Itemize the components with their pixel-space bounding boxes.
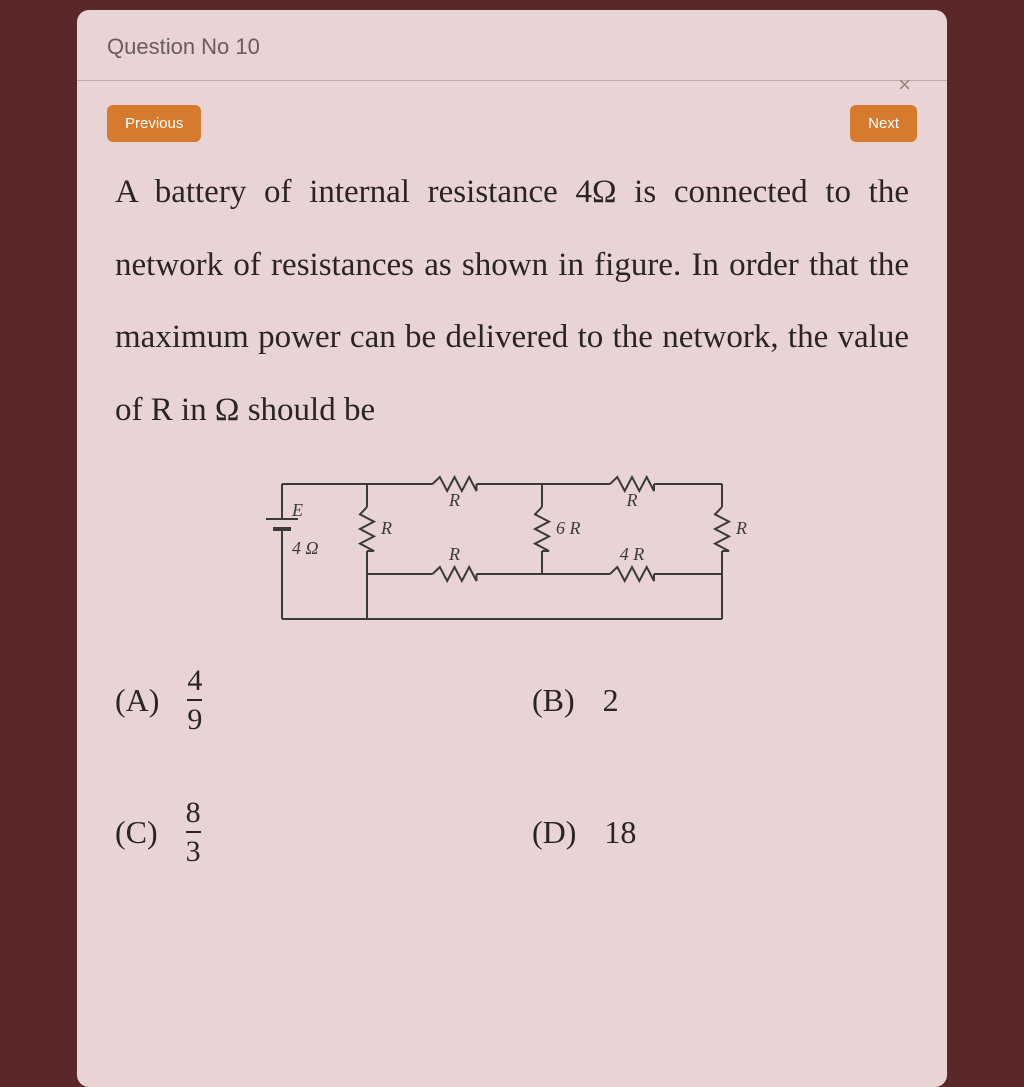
svg-text:R: R (380, 518, 392, 538)
question-number: Question No 10 (107, 34, 917, 60)
option-value: 2 (603, 682, 619, 719)
option-d[interactable]: (D) 18 (532, 796, 909, 868)
answer-options: (A) 4 9 (B) 2 (C) 8 3 (D) (115, 664, 909, 868)
question-content: A battery of internal resistance 4Ω is c… (77, 156, 947, 888)
card-header: Question No 10 × (77, 10, 947, 81)
option-label: (D) (532, 814, 576, 851)
option-a[interactable]: (A) 4 9 (115, 664, 492, 736)
close-icon[interactable]: × (898, 72, 911, 98)
svg-text:R: R (448, 490, 460, 510)
svg-text:R: R (735, 518, 747, 538)
svg-text:4 R: 4 R (620, 544, 645, 564)
nav-bar: Previous Next (77, 81, 947, 156)
svg-text:R: R (626, 490, 638, 510)
svg-text:6 R: 6 R (556, 518, 581, 538)
svg-text:R: R (448, 544, 460, 564)
option-value: 18 (604, 814, 636, 851)
fraction: 8 3 (186, 796, 201, 868)
option-b[interactable]: (B) 2 (532, 664, 909, 736)
option-c[interactable]: (C) 8 3 (115, 796, 492, 868)
option-label: (C) (115, 814, 158, 851)
next-button[interactable]: Next (850, 105, 917, 142)
svg-text:E: E (291, 500, 303, 520)
option-label: (B) (532, 682, 575, 719)
question-card: Question No 10 × Previous Next A battery… (77, 10, 947, 1087)
svg-text:4 Ω: 4 Ω (292, 538, 319, 558)
fraction: 4 9 (187, 664, 202, 736)
circuit-diagram: E 4 Ω R R R 6 R R 4 R R (115, 464, 909, 634)
question-text: A battery of internal resistance 4Ω is c… (115, 156, 909, 446)
option-label: (A) (115, 682, 159, 719)
circuit-svg: E 4 Ω R R R 6 R R 4 R R (262, 464, 762, 634)
previous-button[interactable]: Previous (107, 105, 201, 142)
